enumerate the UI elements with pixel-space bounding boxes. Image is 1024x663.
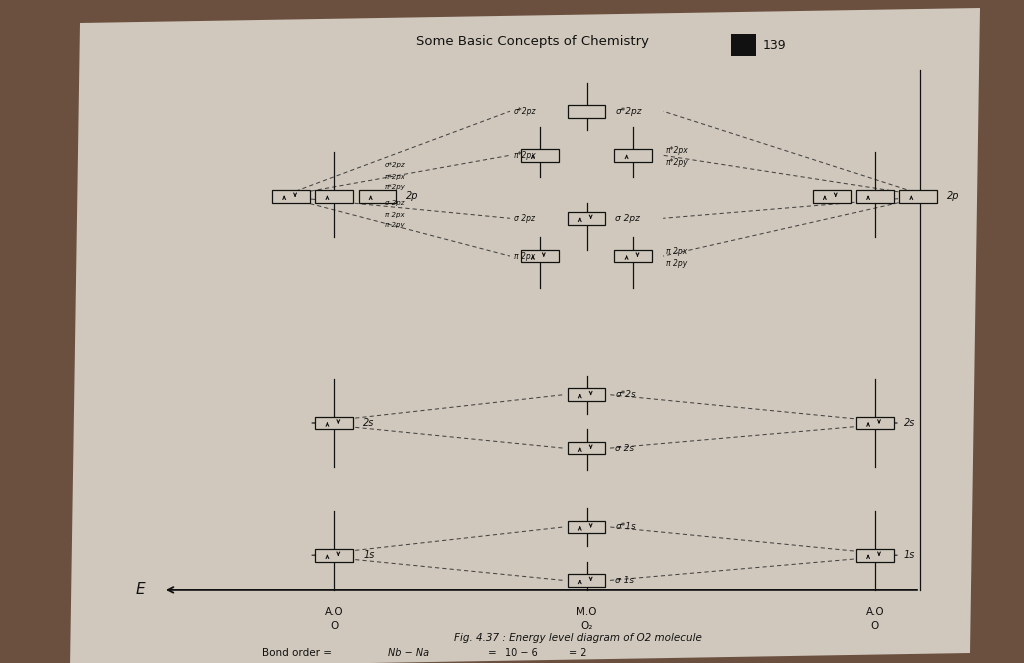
Text: π 2px: π 2px [385, 212, 404, 218]
Text: σ*2pz: σ*2pz [615, 107, 642, 116]
Bar [856, 416, 894, 430]
Bar [315, 549, 353, 562]
Bar [567, 442, 605, 455]
Text: Some Basic Concepts of Chemistry: Some Basic Concepts of Chemistry [416, 35, 649, 48]
Text: Fig. 4.37 : Energy level diagram of O2 molecule: Fig. 4.37 : Energy level diagram of O2 m… [454, 633, 701, 643]
Text: ———: ——— [506, 658, 535, 663]
Text: 2p: 2p [947, 191, 959, 202]
Bar [614, 250, 652, 263]
Bar [315, 190, 353, 202]
Bar [358, 190, 396, 202]
Bar [899, 190, 937, 202]
Text: A.O: A.O [325, 607, 343, 617]
Bar [614, 149, 652, 162]
Text: 10 − 6: 10 − 6 [506, 648, 539, 658]
Text: A.O: A.O [865, 607, 884, 617]
Text: π 2px: π 2px [514, 251, 535, 261]
Text: π*2px: π*2px [385, 174, 406, 180]
Text: = 2: = 2 [568, 648, 586, 658]
Text: σ*2pz: σ*2pz [385, 162, 406, 168]
Bar [315, 416, 353, 430]
Text: π*2py: π*2py [666, 158, 688, 167]
Bar [521, 250, 559, 263]
Text: π 2py: π 2py [385, 221, 404, 227]
Text: M.O: M.O [577, 607, 597, 617]
Bar [567, 520, 605, 533]
Text: σ 2pz: σ 2pz [385, 200, 404, 206]
Bar [856, 549, 894, 562]
Text: Nb − Na: Nb − Na [388, 648, 429, 658]
Text: 1s: 1s [904, 550, 915, 560]
Bar [856, 190, 894, 202]
Text: O: O [330, 621, 338, 631]
Text: π*2py: π*2py [385, 184, 406, 190]
Bar [567, 105, 605, 117]
Bar [567, 212, 605, 225]
Text: σ*2s: σ*2s [615, 390, 636, 399]
Text: 2p: 2p [407, 191, 419, 202]
Bar [521, 149, 559, 162]
Text: Bond order =: Bond order = [262, 648, 332, 658]
Text: π 2px: π 2px [666, 247, 687, 255]
Bar [567, 574, 605, 587]
Text: O₂: O₂ [581, 621, 593, 631]
Text: σ 1s: σ 1s [615, 576, 635, 585]
Text: 1s: 1s [364, 550, 375, 560]
Text: σ 2s: σ 2s [615, 444, 635, 453]
Text: O: O [870, 621, 879, 631]
Text: 139: 139 [762, 39, 785, 52]
Text: σ*1s: σ*1s [615, 522, 636, 532]
Text: σ 2pz: σ 2pz [514, 213, 535, 223]
Text: 2s: 2s [364, 418, 375, 428]
Text: π*2px: π*2px [514, 151, 537, 160]
Text: =: = [487, 648, 497, 658]
Bar [731, 34, 756, 56]
Text: σ*2pz: σ*2pz [514, 107, 536, 116]
Bar [567, 389, 605, 401]
Text: E: E [136, 582, 145, 597]
Bar [272, 190, 310, 202]
Text: π*2px: π*2px [666, 146, 688, 154]
Text: π 2py: π 2py [666, 259, 687, 268]
Text: ————: ———— [388, 658, 427, 663]
Text: σ 2pz: σ 2pz [615, 213, 640, 223]
Bar [813, 190, 851, 202]
Polygon shape [70, 8, 980, 663]
Text: 2s: 2s [904, 418, 915, 428]
